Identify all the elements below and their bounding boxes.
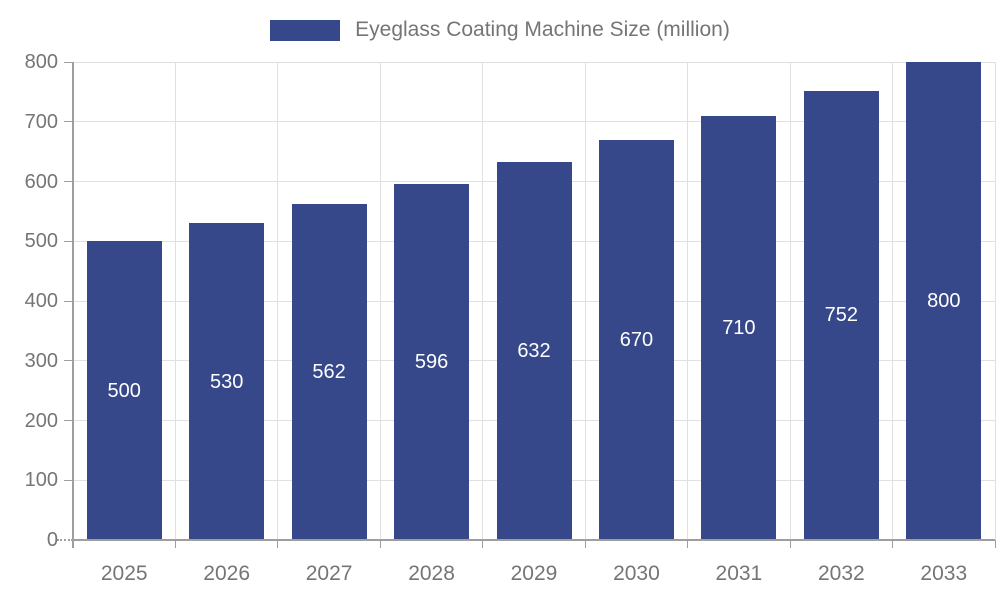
x-tick-label: 2029 [510, 562, 558, 585]
y-tick [64, 181, 73, 182]
bar-value-label: 530 [209, 370, 244, 393]
x-tick [687, 540, 689, 548]
y-tick-label: 800 [24, 51, 58, 73]
y-tick [64, 300, 73, 302]
x-tick [277, 540, 279, 548]
bar [701, 115, 777, 540]
x-tick [482, 540, 484, 548]
x-axis-line [73, 539, 995, 541]
legend-swatch [270, 19, 341, 41]
gridline-vertical [687, 62, 689, 540]
y-axis-line [72, 62, 74, 548]
gridline-vertical [584, 62, 586, 540]
bar-value-label: 632 [517, 340, 551, 363]
x-tick-label: 2027 [305, 562, 353, 585]
gridline-vertical [379, 62, 381, 540]
legend: Eyeglass Coating Machine Size (million) [0, 16, 1000, 44]
y-tick [64, 420, 73, 421]
gridline-horizontal [73, 61, 995, 63]
bar [803, 90, 879, 540]
x-tick [174, 540, 176, 548]
x-tick [994, 540, 996, 548]
bar-value-label: 562 [312, 361, 346, 384]
bar-value-label: 800 [927, 290, 961, 312]
gridline-vertical [892, 62, 894, 540]
x-tick-label: 2028 [408, 562, 455, 585]
y-tick-label: 700 [24, 110, 58, 133]
gridline-vertical [277, 62, 279, 540]
y-tick-label: 500 [24, 230, 58, 253]
bar [86, 241, 162, 540]
x-tick-label: 2025 [100, 562, 148, 585]
gridline-horizontal [73, 121, 995, 123]
bar-value-label: 670 [619, 328, 654, 351]
x-tick-label: 2030 [613, 562, 660, 585]
bar [189, 223, 265, 540]
x-tick [892, 540, 894, 548]
bar [496, 162, 572, 540]
legend-label: Eyeglass Coating Machine Size (million) [355, 18, 730, 41]
bar-value-label: 752 [824, 304, 859, 327]
y-tick [64, 121, 73, 123]
x-tick [379, 540, 381, 548]
x-tick-label: 2026 [203, 562, 251, 585]
x-tick [584, 540, 586, 548]
y-tick [64, 61, 73, 63]
gridline-vertical [994, 62, 996, 540]
y-tick-label: 400 [24, 290, 58, 312]
gridline-vertical [789, 62, 791, 540]
bar [291, 204, 367, 540]
gridline-vertical [174, 62, 176, 540]
y-tick [64, 479, 73, 481]
y-tick-label: 100 [24, 469, 58, 492]
bar [394, 183, 470, 540]
gridline-vertical [482, 62, 484, 540]
x-tick [72, 540, 74, 548]
y-tick-label: 300 [24, 349, 58, 372]
bar-value-label: 710 [722, 316, 756, 339]
y-tick-label: 600 [24, 170, 58, 193]
y-tick-label: 200 [24, 409, 58, 432]
bar [598, 139, 674, 540]
y-tick [64, 360, 73, 362]
bar [906, 62, 982, 540]
y-tick [64, 240, 73, 242]
x-tick-label: 2033 [920, 562, 968, 585]
bar-value-label: 500 [107, 379, 141, 402]
x-tick-label: 2032 [817, 562, 865, 585]
x-tick-label: 2031 [715, 562, 763, 585]
x-tick [789, 540, 791, 548]
y-tick-label: 0 [46, 529, 58, 551]
y-tick-zero [57, 539, 73, 541]
bar-value-label: 596 [414, 350, 449, 373]
